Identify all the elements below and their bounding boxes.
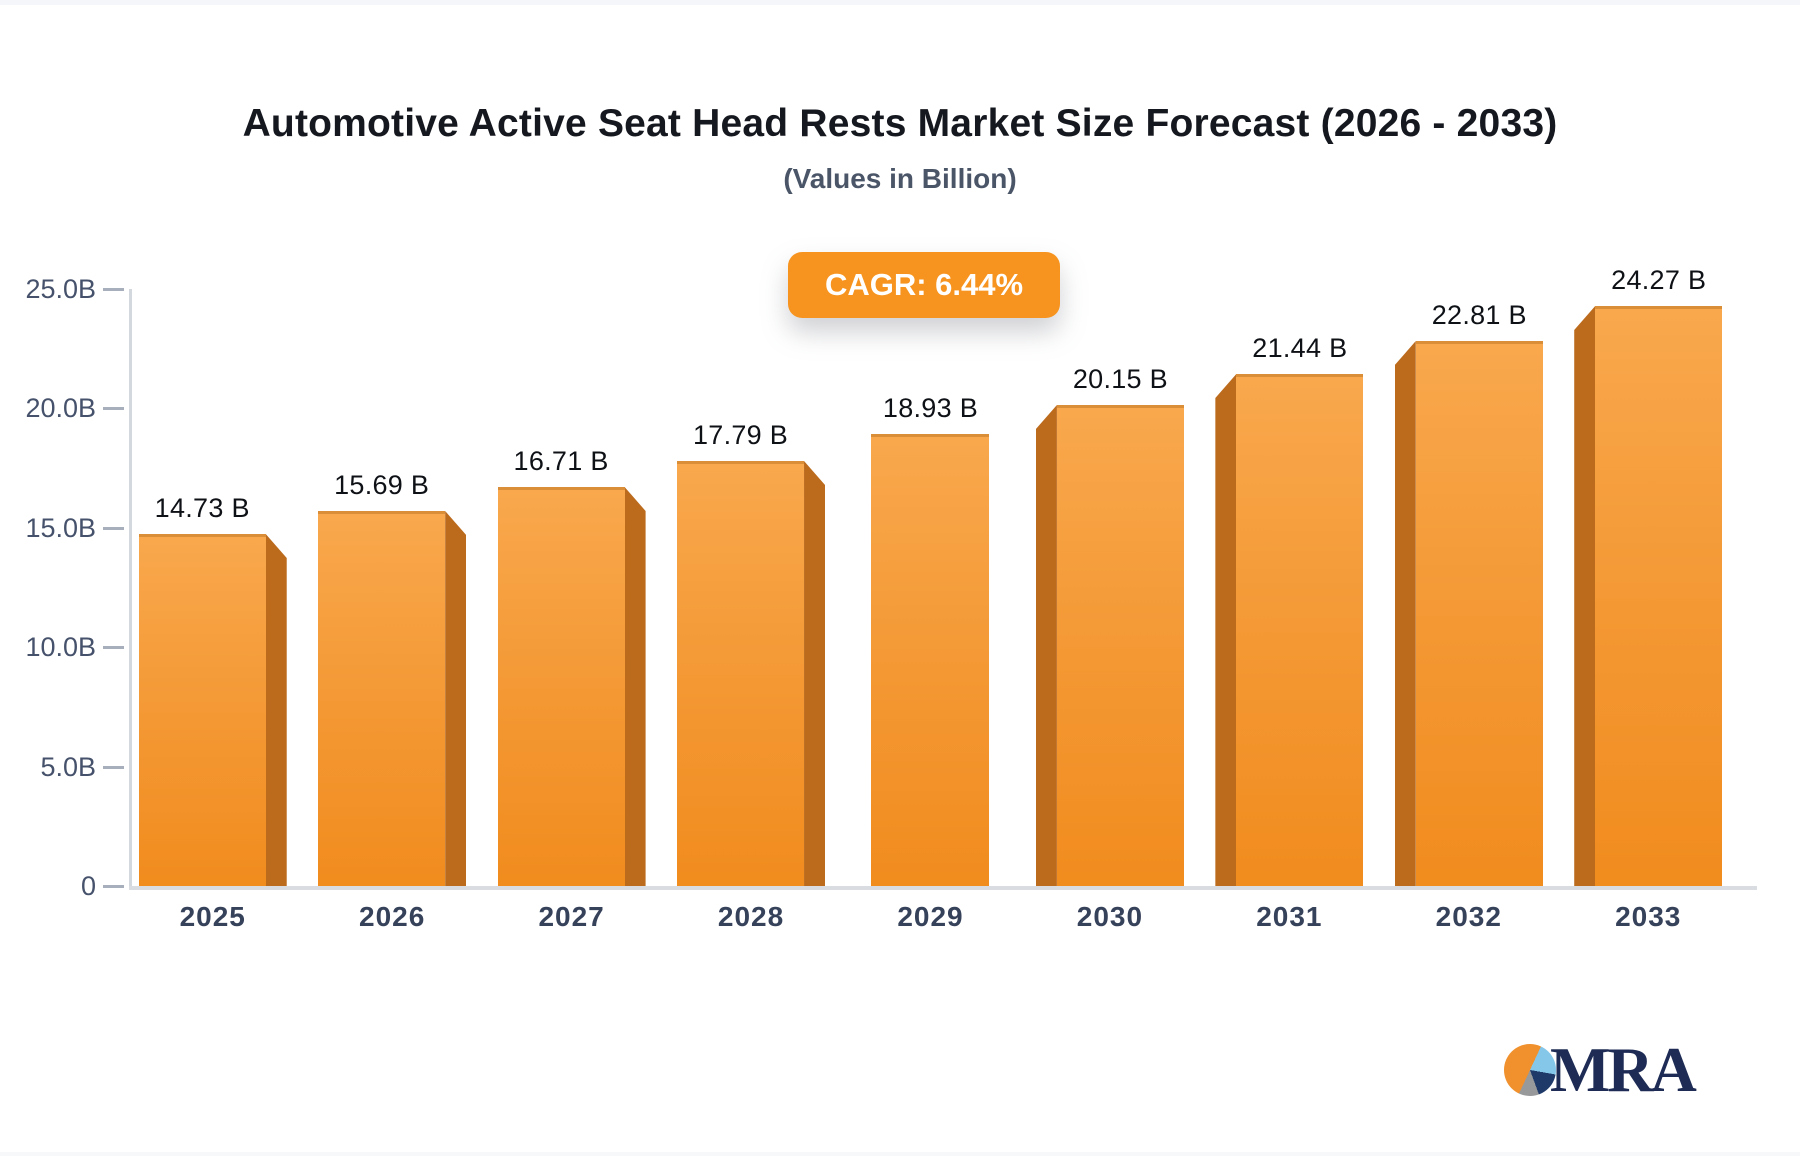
y-tick-mark xyxy=(103,646,124,650)
bar xyxy=(497,487,625,886)
y-tick-mark xyxy=(103,407,124,411)
x-axis-label-2027: 2027 xyxy=(538,901,605,932)
bar-value-label: 24.27 B xyxy=(1611,265,1707,295)
bar-3d: 16.71 B xyxy=(497,446,646,886)
bar-group-2027: 16.71 B xyxy=(482,289,661,886)
bar-group-2033: 24.27 B xyxy=(1559,265,1738,886)
bar-3d: 15.69 B xyxy=(318,470,467,886)
bar-value-label: 18.93 B xyxy=(882,393,979,423)
page-top-border xyxy=(0,0,1800,5)
cagr-badge: CAGR: 6.44% xyxy=(788,252,1060,318)
mra-logo: MRA xyxy=(1504,1034,1697,1105)
x-axis-label-2031: 2031 xyxy=(1256,901,1323,932)
bar xyxy=(1415,341,1543,886)
x-axis-label-2025: 2025 xyxy=(179,901,246,932)
bar-3d-side xyxy=(265,534,287,886)
page-bottom-border xyxy=(0,1152,1800,1156)
bar-group-2031: 21.44 B xyxy=(1200,289,1379,886)
bar xyxy=(318,511,446,886)
y-tick-label: 25.0B xyxy=(25,274,96,304)
bar-value-label: 20.15 B xyxy=(1072,364,1168,394)
bar-3d: 24.27 B xyxy=(1574,265,1723,886)
bar-3d-side xyxy=(1394,341,1416,886)
y-tick-label: 5.0B xyxy=(40,751,96,782)
x-axis-baseline xyxy=(129,886,1757,890)
bar xyxy=(871,434,990,886)
bar-3d: 22.81 B xyxy=(1394,300,1543,886)
x-axis-label-2026: 2026 xyxy=(359,901,426,932)
plot-area: 14.73 B 15.69 B 16.71 B 17.79 B 18.93 B 20.15… xyxy=(123,265,1738,886)
x-axis-label-2033: 2033 xyxy=(1615,901,1682,932)
bar xyxy=(677,461,805,886)
bar-group-2029: 18.93 B xyxy=(841,289,1020,886)
chart-title: Automotive Active Seat Head Rests Market… xyxy=(242,102,1558,145)
bar-3d: 17.79 B xyxy=(677,420,826,886)
bar-value-label: 17.79 B xyxy=(692,420,789,450)
bar-3d-side xyxy=(624,487,646,886)
y-tick-label: 0 xyxy=(80,871,96,901)
bar-3d-side xyxy=(804,461,826,886)
cagr-badge-label: CAGR: 6.44% xyxy=(824,267,1024,302)
x-axis-label-2030: 2030 xyxy=(1076,901,1144,932)
bar-value-label: 22.81 B xyxy=(1431,300,1527,330)
bar-value-label: 21.44 B xyxy=(1252,333,1348,363)
bar xyxy=(1236,374,1364,886)
bar-3d: 21.44 B xyxy=(1215,333,1364,886)
bar-group-2025: 14.73 B xyxy=(123,289,302,886)
bar-group-2028: 17.79 B xyxy=(661,289,840,886)
bar-value-label: 16.71 B xyxy=(513,446,609,476)
bar-group-2030: 20.15 B xyxy=(1020,289,1199,886)
y-tick-label: 20.0B xyxy=(25,393,96,424)
logo-text: MRA xyxy=(1550,1034,1697,1105)
bar-3d: 20.15 B xyxy=(1035,364,1184,886)
x-axis-labels: 2025 2026 2027 2028 2029 2030 2031 2032 2033 xyxy=(123,901,1738,933)
bar-group-2032: 22.81 B xyxy=(1379,289,1558,886)
bar xyxy=(1056,405,1184,886)
bar-group-2026: 15.69 B xyxy=(302,289,481,886)
bar-3d: 18.93 B xyxy=(871,393,990,886)
y-tick-mark xyxy=(103,526,124,530)
bar-3d-side xyxy=(445,511,467,886)
bar xyxy=(138,534,266,886)
bar-value-label: 15.69 B xyxy=(334,470,430,500)
bar-3d-side xyxy=(1215,374,1237,886)
x-axis-label-2032: 2032 xyxy=(1435,901,1502,932)
x-axis-label-2028: 2028 xyxy=(717,901,785,932)
bar-3d: 14.73 B xyxy=(138,493,287,886)
pie-chart-logo-icon xyxy=(1504,1044,1556,1096)
y-tick-label: 15.0B xyxy=(25,512,96,543)
y-axis-line xyxy=(129,289,132,888)
y-tick-label: 10.0B xyxy=(25,632,96,663)
bar-3d-side xyxy=(1035,405,1057,886)
x-axis-label-2029: 2029 xyxy=(897,901,964,932)
bar-value-label: 14.73 B xyxy=(154,493,250,523)
y-tick-mark xyxy=(103,288,124,291)
y-tick-mark xyxy=(103,885,124,888)
y-tick-mark xyxy=(103,765,124,769)
bar xyxy=(1595,306,1723,886)
chart-subtitle: (Values in Billion) xyxy=(783,163,1017,194)
bar-3d-side xyxy=(1574,306,1596,886)
